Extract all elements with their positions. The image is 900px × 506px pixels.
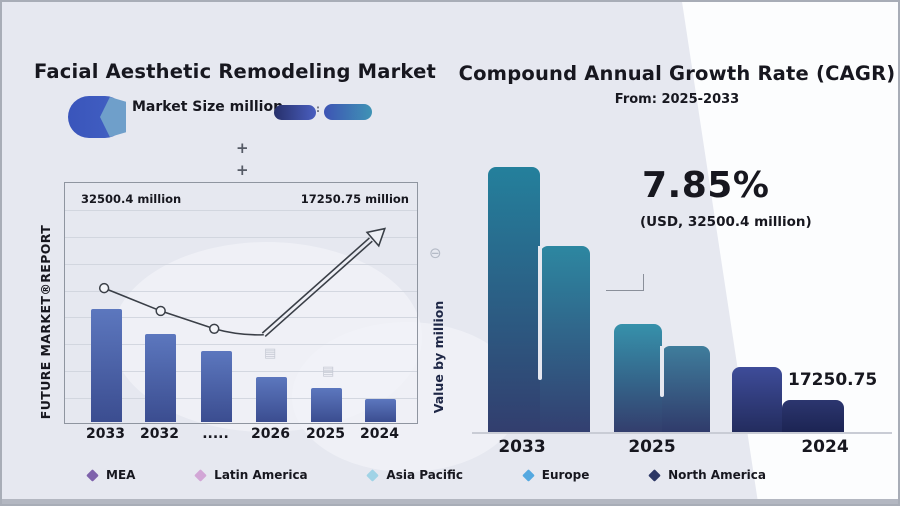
legend-label: North America [668,468,766,482]
plus-icon: + [236,161,249,179]
pill-icon-teal [324,104,372,120]
bar-2025-bar-a [614,324,662,432]
cylinder-icon [68,96,126,138]
gridline [65,209,417,211]
bar-2033-bar-a [488,167,540,432]
x-axis-label: ..... [202,426,229,442]
legend-item-mea: MEA [86,468,136,482]
legend-label: Latin America [214,468,308,482]
plus-icon: + [236,139,249,157]
gridline [65,263,417,265]
growth-arrow-shaft [261,237,370,334]
gridline [65,344,417,346]
legend-label: MEA [106,468,136,482]
legend-item-north-america: North America [648,468,766,482]
left-bar-chart-plot: 32500.4 million 17250.75 million [64,182,418,424]
watermark-future-market-report: FUTURE MARKET®REPORT [38,224,53,420]
x-axis-label: 2024 [360,426,399,442]
gridline [65,371,417,373]
corner-bracket-shape [606,274,644,291]
region-legend: MEA Latin America Asia Pacific Europe North … [86,468,766,482]
bar-gap-notch [660,346,664,397]
cagr-value: 7.85% [642,165,770,206]
bar-..... [201,351,232,422]
right-chart-baseline [472,432,892,434]
right-chart-title: Compound Annual Growth Rate (CAGR) [458,62,896,85]
x-axis-label: 2032 [140,426,179,442]
legend-item-asia-pacific: Asia Pacific [366,468,464,482]
trend-line [103,287,264,336]
legend-diamond-icon [194,468,208,482]
right-chart-subtitle: From: 2025-2033 [614,92,740,107]
bar-2033 [91,309,122,422]
market-size-label: Market Size million [132,99,284,115]
gridline [65,398,417,400]
x-axis-label: 2033 [498,437,546,457]
legend-diamond-icon [521,468,535,482]
line-marker-icon [209,323,220,334]
table-watermark-icon: ▤ [322,364,335,379]
table-watermark-icon: ▤ [264,346,277,361]
x-axis-label: 2025 [306,426,345,442]
left-chart-title: Facial Aesthetic Remodeling Market [34,60,437,83]
bar-2025 [311,388,342,422]
bar-gap-notch [538,246,542,380]
legend-label: Europe [541,468,590,482]
legend-diamond-icon [366,468,380,482]
bar-2033-bar-b [540,246,590,432]
bar-2025-bar-b [662,346,710,432]
legend-diamond-icon [648,468,662,482]
pill-icon-dark [274,105,316,120]
x-axis-label: 2033 [86,426,125,442]
legend-diamond-icon [86,468,99,482]
legend-label: Asia Pacific [386,468,464,482]
gridline [65,290,417,292]
x-axis-label: 2024 [801,437,849,457]
bottom-frame-strip [2,499,898,504]
annotation-end-value: 17250.75 million [300,192,409,206]
legend-item-europe: Europe [521,468,590,482]
x-axis-label: 2026 [251,426,290,442]
bar-2024-bar-a [732,367,782,432]
line-marker-icon [155,305,166,317]
bar-2024-bar-b [782,400,844,432]
bar-2024 [365,399,396,422]
data-label-2024: 17250.75 [788,370,878,390]
cagr-context: (USD, 32500.4 million) [640,214,812,230]
bar-2026 [256,377,287,422]
bar-2032 [145,334,176,422]
legend-item-latin-america: Latin America [194,468,308,482]
circled-minus-icon: ⊖ [429,244,442,262]
colon-separator: : [316,104,320,115]
y-axis-label-value-by-million: Value by million [431,300,446,414]
annotation-start-value: 32500.4 million [81,192,182,206]
gridline [65,236,417,238]
growth-arrow-shaft [264,240,373,338]
x-axis-label: 2025 [628,437,676,457]
